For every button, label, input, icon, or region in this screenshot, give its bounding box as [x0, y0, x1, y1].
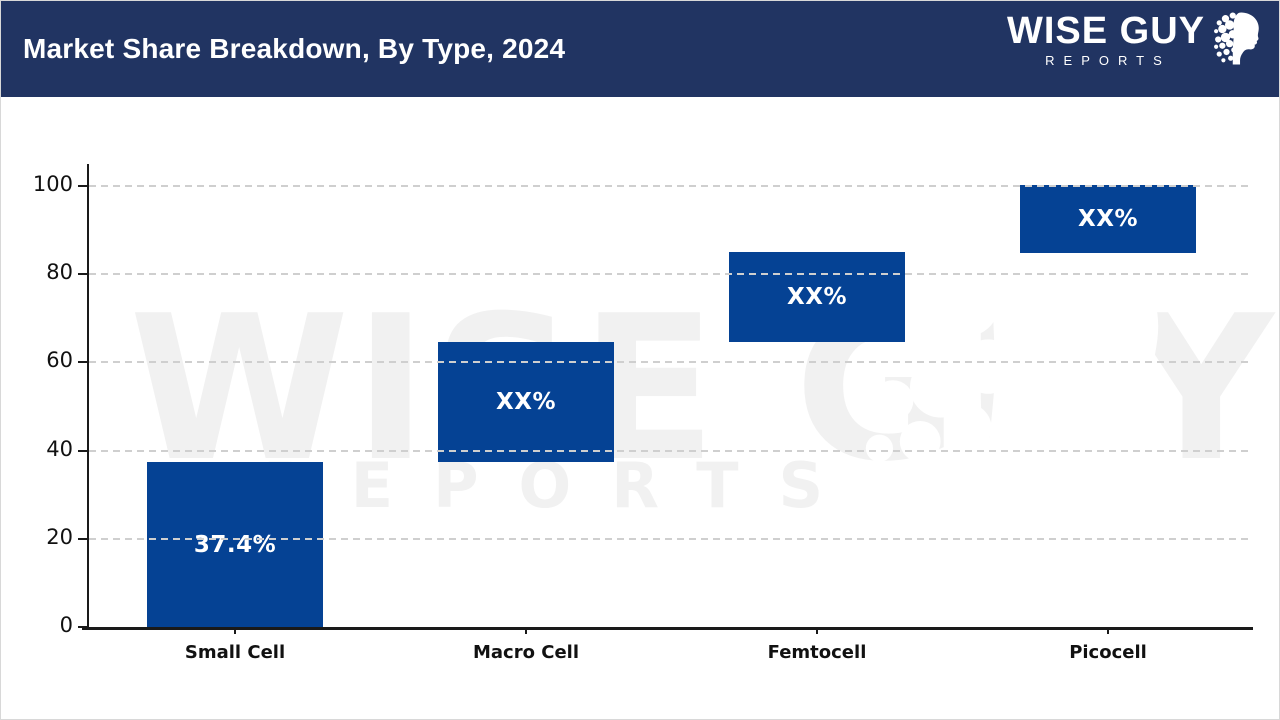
- gridline: [89, 361, 1253, 364]
- x-tick-mark: [1107, 627, 1109, 634]
- gridline: [89, 537, 1253, 540]
- gridline: [89, 185, 1253, 188]
- bar-value-label: XX%: [495, 389, 556, 415]
- y-tick-mark: [78, 273, 87, 276]
- bar-value-label: 37.4%: [193, 531, 277, 558]
- y-tick-label: 60: [46, 348, 73, 373]
- bar-femtocell: XX%: [729, 252, 905, 342]
- x-tick-mark: [234, 627, 236, 634]
- x-axis-label-macro-cell: Macro Cell: [473, 642, 579, 663]
- y-tick-mark: [78, 626, 87, 628]
- logo-subtext: REPORTS: [1045, 53, 1171, 69]
- bar-small-cell: 37.4%: [147, 462, 323, 627]
- y-tick-mark: [78, 537, 87, 540]
- logo-wordmark: WISE GUY: [1006, 9, 1205, 52]
- bar-value-label: XX%: [1077, 206, 1138, 232]
- chart-title: Market Share Breakdown, By Type, 2024: [23, 33, 566, 64]
- y-tick-mark: [78, 449, 87, 452]
- plot-area: 0 20 40 60 80 100 37.4% Small Cell XX% Macro Cell…: [33, 164, 1253, 663]
- x-axis-label-picocell: Picocell: [1069, 642, 1147, 663]
- x-axis-label-femtocell: Femtocell: [767, 642, 867, 663]
- header-banner: Market Share Breakdown, By Type, 2024 WI…: [1, 1, 1279, 97]
- y-tick-mark: [78, 185, 87, 188]
- y-tick-mark: [78, 361, 87, 364]
- bar-macro-cell: XX%: [438, 342, 614, 462]
- y-axis-line: [87, 164, 89, 629]
- wise-guy-face-icon: [1214, 12, 1259, 65]
- y-tick-label: 100: [32, 172, 73, 197]
- gridline: [89, 273, 1253, 276]
- logo-text: WISE GUY REPORTS: [1006, 9, 1205, 69]
- y-tick-label: 0: [59, 613, 73, 637]
- y-tick-label: 80: [46, 260, 73, 285]
- x-tick-mark: [816, 627, 818, 634]
- x-axis-label-small-cell: Small Cell: [184, 642, 286, 663]
- x-axis-line: [82, 627, 1253, 630]
- y-tick-label: 40: [46, 436, 73, 461]
- y-tick-label: 20: [46, 524, 73, 549]
- bar-picocell: XX%: [1020, 185, 1196, 253]
- bar-value-label: XX%: [786, 284, 847, 310]
- wise-guy-logo: WISE GUY REPORTS: [1007, 11, 1265, 69]
- gridline: [89, 449, 1253, 452]
- x-tick-mark: [525, 627, 527, 634]
